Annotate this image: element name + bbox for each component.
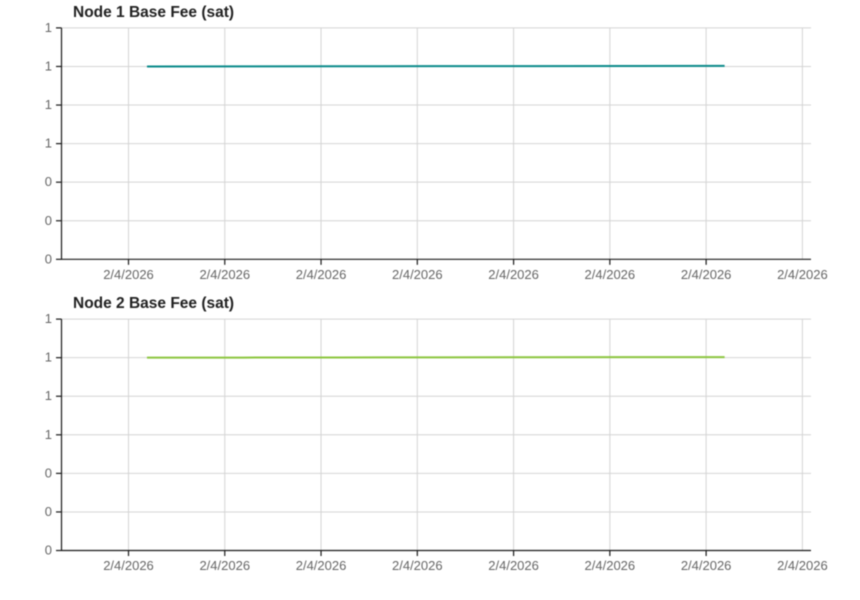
svg-text:2/4/2026: 2/4/2026 [777,558,828,573]
svg-text:0: 0 [45,543,52,558]
svg-text:2/4/2026: 2/4/2026 [585,558,636,573]
svg-text:2/4/2026: 2/4/2026 [199,558,250,573]
svg-text:2/4/2026: 2/4/2026 [777,267,828,282]
svg-text:1: 1 [45,97,52,112]
svg-text:2/4/2026: 2/4/2026 [681,267,732,282]
svg-text:0: 0 [45,174,52,189]
svg-text:1: 1 [45,58,52,73]
svg-text:1: 1 [45,427,52,442]
svg-text:1: 1 [45,20,52,35]
svg-text:2/4/2026: 2/4/2026 [681,558,732,573]
svg-text:0: 0 [45,504,52,519]
svg-text:2/4/2026: 2/4/2026 [392,558,443,573]
svg-text:2/4/2026: 2/4/2026 [488,267,539,282]
svg-text:1: 1 [45,350,52,365]
svg-text:1: 1 [45,136,52,151]
svg-text:2/4/2026: 2/4/2026 [199,267,250,282]
svg-text:2/4/2026: 2/4/2026 [392,267,443,282]
svg-text:2/4/2026: 2/4/2026 [585,267,636,282]
svg-text:1: 1 [45,388,52,403]
svg-text:0: 0 [45,251,52,266]
svg-text:2/4/2026: 2/4/2026 [296,267,347,282]
svg-text:1: 1 [45,311,52,326]
svg-text:2/4/2026: 2/4/2026 [103,267,154,282]
svg-text:2/4/2026: 2/4/2026 [103,558,154,573]
svg-text:2/4/2026: 2/4/2026 [488,558,539,573]
svg-text:2/4/2026: 2/4/2026 [296,558,347,573]
svg-text:0: 0 [45,465,52,480]
svg-text:0: 0 [45,213,52,228]
